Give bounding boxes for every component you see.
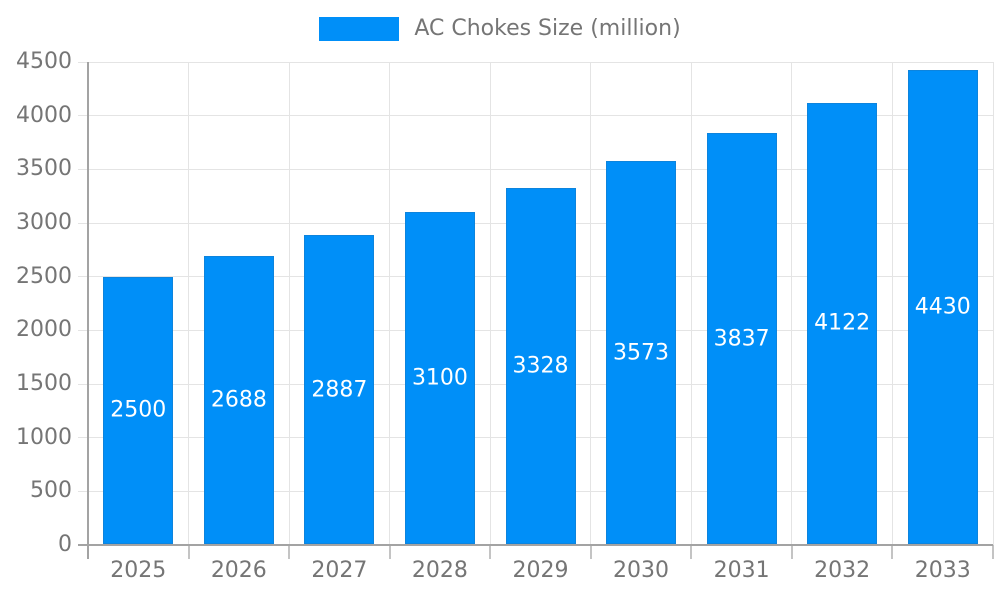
v-gridline: [791, 62, 793, 545]
bar[interactable]: 3100: [404, 212, 475, 544]
x-axis-tick: [187, 545, 190, 559]
v-gridline: [992, 62, 994, 545]
v-gridline: [690, 62, 692, 545]
bar-value-label: 2887: [311, 377, 368, 403]
bar-value-label: 3573: [613, 340, 670, 366]
y-axis-tick-label: 3000: [16, 210, 72, 235]
bar[interactable]: 3328: [505, 187, 576, 544]
x-axis-tick-label: 2031: [713, 558, 770, 583]
x-axis-tick: [288, 545, 291, 559]
bar[interactable]: 3837: [706, 133, 777, 544]
bar[interactable]: 4430: [907, 69, 978, 544]
bar-value-label: 4430: [914, 294, 971, 320]
x-axis-tick: [992, 545, 994, 559]
x-axis-tick-label: 2027: [311, 558, 368, 583]
y-axis-tick-label: 0: [58, 532, 72, 557]
bar-value-label: 2500: [110, 397, 167, 423]
x-axis-tick-label: 2033: [914, 558, 971, 583]
h-gridline: [78, 168, 993, 170]
legend-label: AC Chokes Size (million): [414, 16, 681, 41]
x-axis-tick-label: 2029: [512, 558, 569, 583]
bar[interactable]: 3573: [606, 161, 677, 544]
v-gridline: [389, 62, 391, 545]
bar[interactable]: 2500: [103, 276, 174, 544]
x-axis-tick: [489, 545, 492, 559]
bar-value-label: 3328: [512, 353, 569, 379]
x-axis-tick: [790, 545, 793, 559]
y-axis-tick-label: 2500: [16, 263, 72, 289]
bar[interactable]: 2887: [304, 235, 375, 544]
x-axis-tick: [589, 545, 592, 559]
bar-value-label: 4122: [814, 310, 871, 336]
bar-value-label: 3100: [411, 365, 468, 391]
y-axis-tick-label: 3500: [16, 156, 72, 182]
x-axis-tick: [891, 545, 894, 559]
x-axis-tick: [690, 545, 693, 559]
x-axis-tick-label: 2028: [411, 558, 468, 583]
x-axis-tick-label: 2025: [110, 558, 167, 583]
v-gridline: [288, 62, 290, 545]
legend: AC Chokes Size (million): [0, 16, 1000, 41]
bar-value-label: 2688: [210, 387, 267, 413]
legend-item[interactable]: AC Chokes Size (million): [319, 16, 681, 41]
bar-value-label: 3837: [713, 326, 770, 352]
y-axis-tick-label: 1500: [16, 371, 72, 396]
y-axis-tick-label: 4500: [16, 49, 72, 74]
x-axis-tick-label: 2026: [210, 558, 267, 583]
v-gridline: [188, 62, 190, 545]
y-axis-tick-label: 4000: [16, 102, 72, 128]
y-axis-tick-label: 1000: [16, 424, 72, 450]
v-gridline: [489, 62, 491, 545]
h-gridline: [78, 115, 993, 117]
y-axis-tick-label: 2000: [16, 317, 72, 343]
bar[interactable]: 2688: [203, 256, 274, 544]
legend-swatch-icon: [319, 16, 400, 41]
x-axis-tick-label: 2030: [613, 558, 670, 583]
x-axis-tick: [388, 545, 391, 559]
x-axis-tick-label: 2032: [814, 558, 871, 583]
y-axis-tick-label: 500: [30, 478, 72, 504]
x-axis-line: [78, 544, 993, 546]
v-gridline: [590, 62, 592, 545]
bar[interactable]: 4122: [807, 102, 878, 544]
y-axis-line: [87, 62, 89, 559]
h-gridline: [78, 61, 993, 63]
v-gridline: [891, 62, 893, 545]
